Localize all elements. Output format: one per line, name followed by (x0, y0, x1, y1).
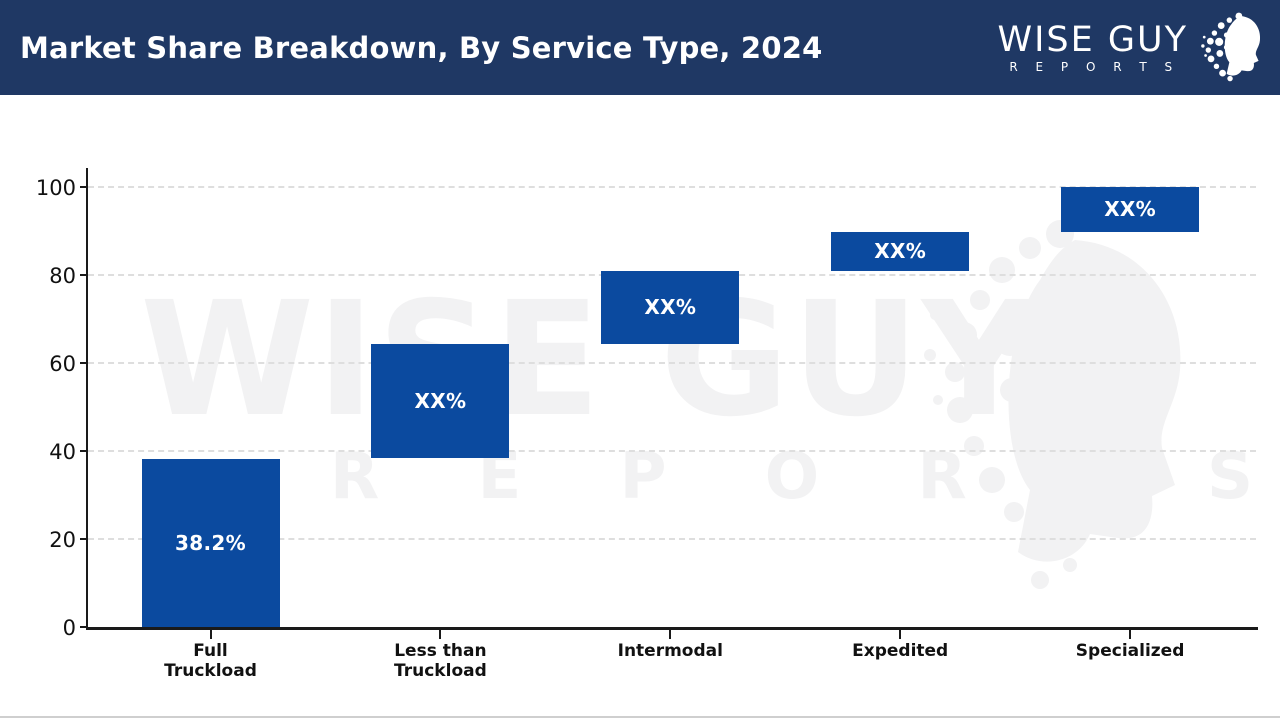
gridline-60 (88, 362, 1256, 364)
y-tick-label-80: 80 (49, 264, 76, 288)
y-tick-label-20: 20 (49, 528, 76, 552)
bottom-divider (0, 716, 1280, 718)
x-tick-0 (209, 630, 212, 639)
bar-value-label: XX% (644, 295, 697, 320)
y-axis-spine (86, 168, 88, 629)
logo-text: WISE GUY R E P O R T S (997, 19, 1188, 74)
x-tick-3 (899, 630, 902, 639)
y-tick-20 (80, 538, 88, 540)
bar-intermodal: XX% (601, 270, 740, 345)
bar-less-than-truckload: XX% (371, 344, 510, 458)
x-tick-4 (1129, 630, 1132, 639)
bar-value-label: XX% (1104, 197, 1156, 222)
bar-value-label: XX% (874, 239, 927, 264)
x-category-label: Intermodal (617, 641, 723, 661)
x-tick-2 (669, 630, 672, 639)
bar-full-truckload: 38.2% (141, 458, 280, 627)
wise-guy-logo: WISE GUY R E P O R T S (997, 12, 1262, 84)
y-tick-label-0: 0 (62, 616, 76, 640)
x-category-label: Expedited (852, 641, 949, 661)
logo-subtitle: R E P O R T S (1009, 59, 1180, 74)
bar-value-label: XX% (414, 388, 467, 413)
gridline-40 (88, 450, 1256, 452)
y-tick-0 (80, 626, 88, 628)
dotted-head-logo-icon (1201, 12, 1261, 81)
gridline-100 (88, 186, 1256, 188)
x-category-label: Full Truckload (164, 641, 257, 682)
y-tick-label-60: 60 (49, 352, 76, 376)
logo-wordmark: WISE GUY (997, 19, 1188, 60)
gridline-20 (88, 538, 1256, 540)
watermark-wordmark: WISE GUY (140, 268, 1039, 452)
bar-specialized: XX% (1061, 187, 1200, 232)
y-tick-60 (80, 362, 88, 364)
x-category-label: Specialized (1075, 641, 1185, 661)
y-tick-100 (80, 186, 88, 188)
y-tick-40 (80, 450, 88, 452)
y-tick-label-40: 40 (49, 440, 76, 464)
watermark-head-icon (924, 220, 1181, 589)
y-tick-80 (80, 274, 88, 276)
header-bar: Market Share Breakdown, By Service Type,… (0, 0, 1280, 95)
bar-expedited: XX% (831, 231, 970, 271)
x-axis-spine (86, 627, 1258, 630)
page-title: Market Share Breakdown, By Service Type,… (20, 30, 823, 65)
y-tick-label-100: 100 (35, 176, 76, 200)
x-category-label: Less than Truckload (394, 641, 487, 682)
bar-value-label: 38.2% (175, 530, 246, 555)
x-tick-1 (439, 630, 442, 639)
